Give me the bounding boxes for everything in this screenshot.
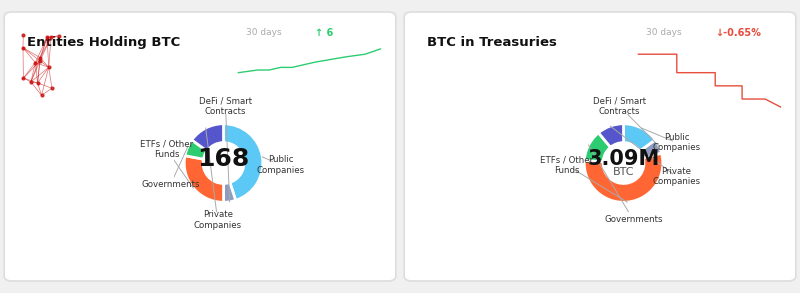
Text: Private
Companies: Private Companies (653, 167, 701, 186)
Point (34, 55, 46, 60)
Text: Entities Holding BTC: Entities Holding BTC (27, 36, 181, 49)
Text: BTC: BTC (613, 167, 634, 177)
Point (31, 81, 44, 85)
Point (17, 45, 30, 50)
Text: ETFs / Other
Funds: ETFs / Other Funds (540, 155, 593, 175)
Text: ↑ 6: ↑ 6 (315, 28, 334, 38)
Wedge shape (192, 124, 223, 151)
Text: Private
Companies: Private Companies (194, 210, 242, 230)
Text: BTC in Treasuries: BTC in Treasuries (427, 36, 557, 49)
FancyBboxPatch shape (4, 12, 396, 281)
Wedge shape (640, 140, 662, 158)
Text: 30 days: 30 days (646, 28, 682, 37)
Point (46, 86, 58, 91)
Point (17, 32, 30, 37)
Wedge shape (584, 133, 610, 162)
Text: Governments: Governments (604, 215, 662, 224)
Wedge shape (598, 124, 623, 147)
Point (41, 35, 54, 40)
Text: 3.09M: 3.09M (587, 149, 660, 169)
Point (25, 79, 38, 84)
Point (29, 60, 42, 65)
Point (42, 65, 55, 70)
Text: ETFs / Other
Funds: ETFs / Other Funds (140, 139, 193, 159)
Point (34, 59, 46, 63)
FancyBboxPatch shape (404, 12, 796, 281)
Text: DeFi / Smart
Contracts: DeFi / Smart Contracts (593, 96, 646, 116)
Point (35, 93, 48, 98)
Text: DeFi / Smart
Contracts: DeFi / Smart Contracts (199, 96, 252, 116)
Text: ↓-0.65%: ↓-0.65% (715, 28, 761, 38)
Point (52, 33, 65, 38)
Text: 168: 168 (198, 147, 250, 171)
Wedge shape (185, 140, 207, 159)
Wedge shape (223, 124, 263, 200)
Wedge shape (584, 153, 663, 202)
Wedge shape (623, 124, 655, 151)
Point (45, 35, 58, 40)
Point (17, 76, 30, 80)
Wedge shape (223, 183, 236, 202)
Text: Governments: Governments (142, 180, 200, 189)
Text: 30 days: 30 days (246, 28, 282, 37)
Wedge shape (184, 156, 223, 202)
Text: Public
Companies: Public Companies (257, 155, 305, 175)
Text: Public
Companies: Public Companies (653, 133, 701, 152)
